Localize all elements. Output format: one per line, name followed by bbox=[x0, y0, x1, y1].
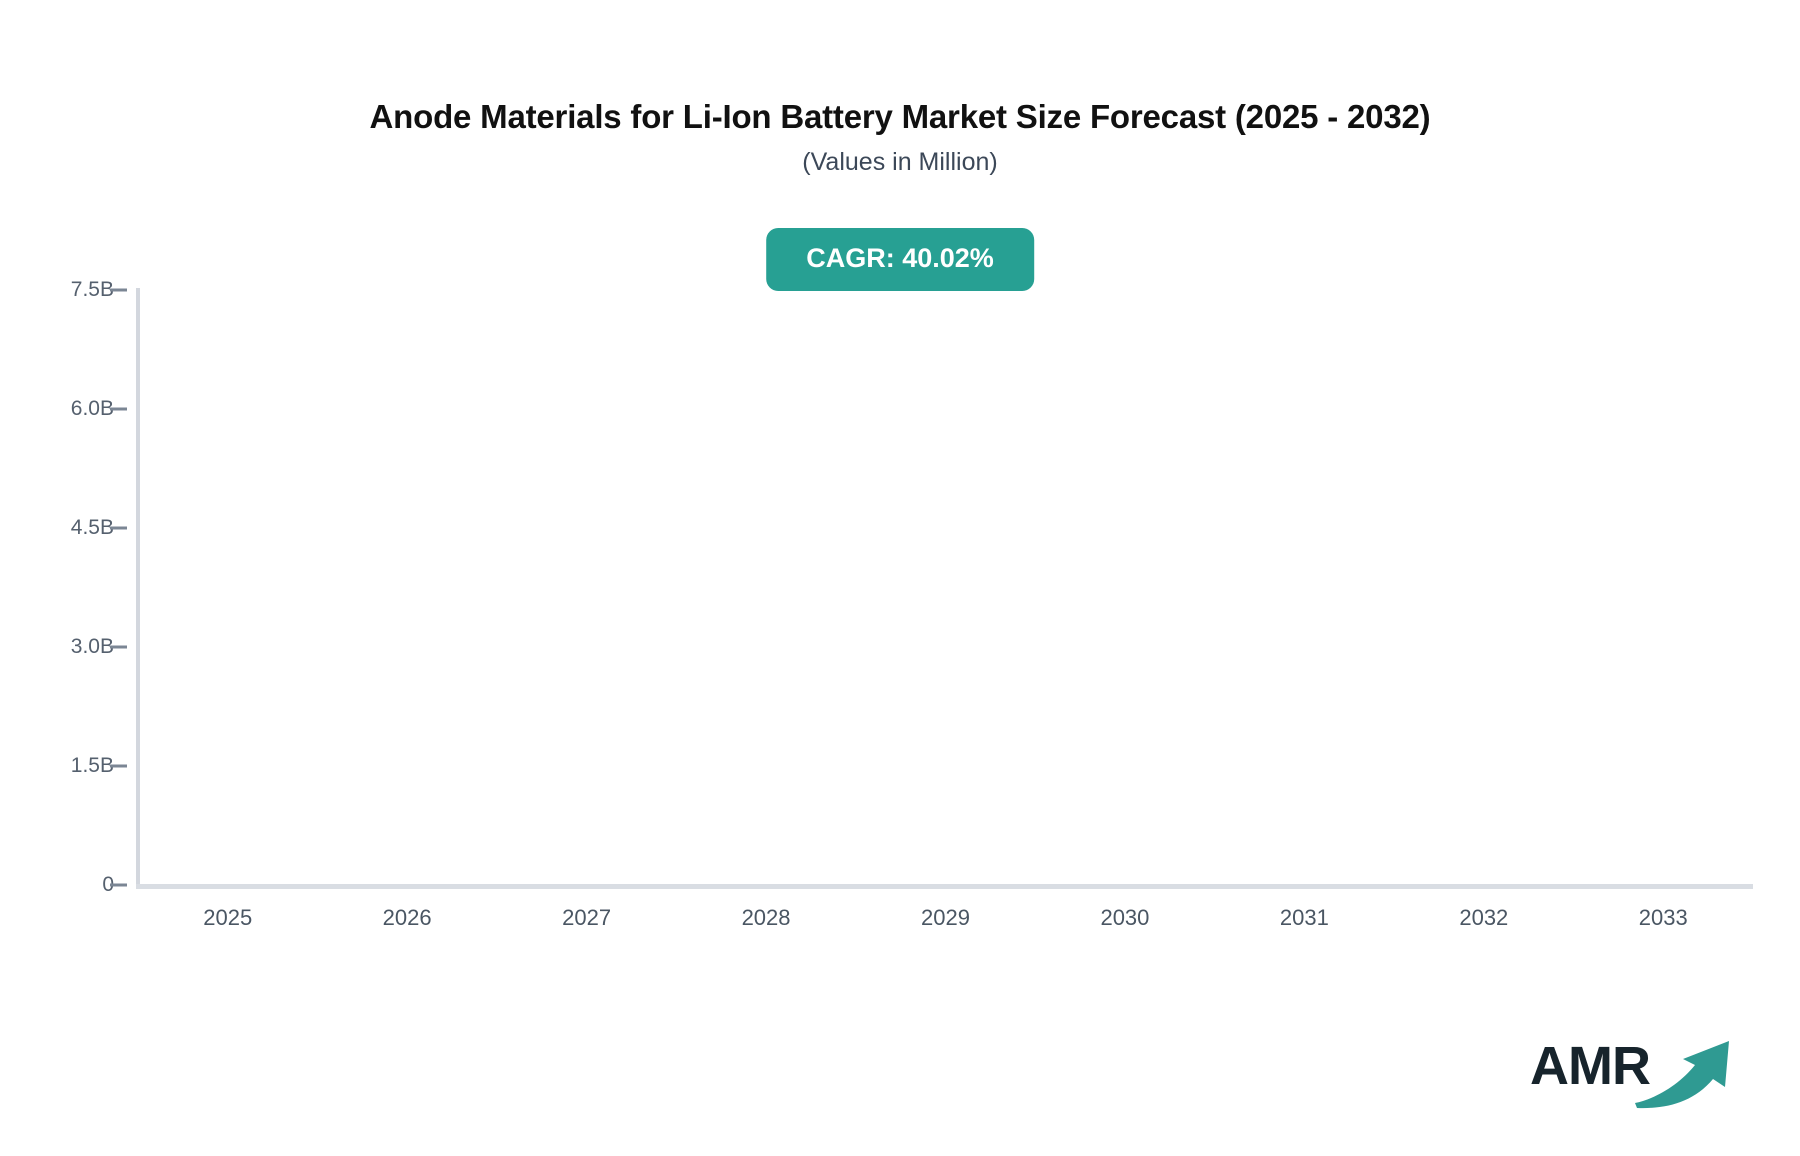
x-axis-tick-label-2028: 2028 bbox=[741, 905, 791, 930]
y-axis-tick-label: 6.0B bbox=[70, 397, 114, 420]
chart-subtitle: (Values in Million) bbox=[802, 148, 998, 176]
x-axis-tick-label-2033: 2033 bbox=[1638, 905, 1688, 930]
x-axis-tick-label-2032: 2032 bbox=[1459, 905, 1509, 930]
x-axis-tick-label-2031: 2031 bbox=[1279, 905, 1329, 930]
y-axis-tick-label: 4.5B bbox=[70, 516, 114, 539]
y-axis-tick-label: 1.5B bbox=[70, 754, 114, 777]
y-axis-tick-label: 3.0B bbox=[70, 635, 114, 658]
y-axis-line bbox=[136, 288, 140, 888]
x-axis-line bbox=[136, 884, 1753, 889]
x-axis-tick-label-2027: 2027 bbox=[562, 905, 612, 930]
y-axis-tick-mark bbox=[110, 526, 127, 530]
y-axis-tick-mark bbox=[110, 883, 127, 887]
amr-logo-text: AMR bbox=[1530, 1036, 1651, 1096]
y-axis-tick-mark bbox=[110, 288, 127, 292]
y-axis-tick-label: 0 bbox=[102, 873, 114, 896]
cagr-badge: CAGR: 40.02% bbox=[766, 228, 1034, 291]
x-axis-tick-label-2029: 2029 bbox=[921, 905, 970, 930]
x-axis-tick-label-2026: 2026 bbox=[382, 905, 432, 930]
x-axis-tick-label-2025: 2025 bbox=[203, 905, 253, 930]
y-axis-tick-mark bbox=[110, 407, 127, 411]
y-axis-tick-mark bbox=[110, 764, 127, 768]
x-axis-tick-label-2030: 2030 bbox=[1100, 905, 1150, 930]
trend-arrow-up-icon bbox=[1635, 1041, 1729, 1109]
y-axis-tick-mark bbox=[110, 645, 127, 649]
y-axis-tick-label: 7.5B bbox=[70, 278, 114, 301]
page-title: Anode Materials for Li-Ion Battery Marke… bbox=[369, 98, 1431, 135]
amr-logo: AMR bbox=[1530, 1035, 1745, 1115]
